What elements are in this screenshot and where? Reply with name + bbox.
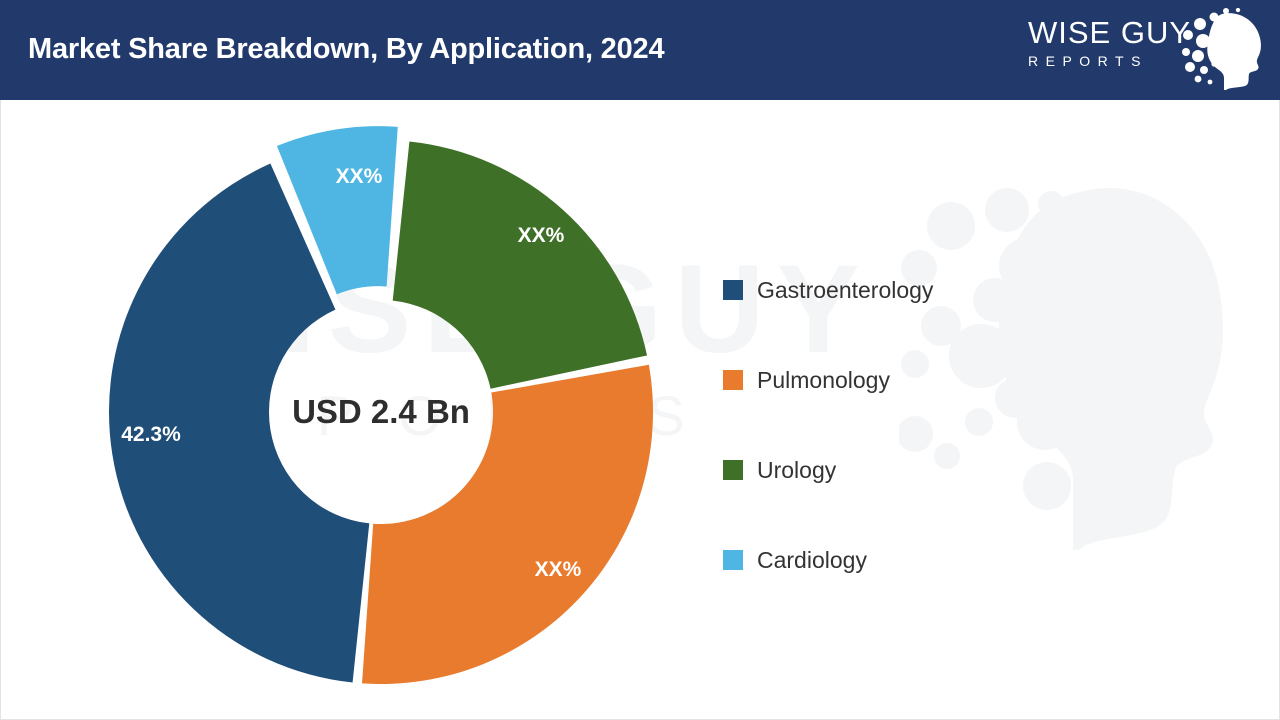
page-title: Market Share Breakdown, By Application, … [28,33,665,65]
head-profile-dots-icon [1182,8,1261,90]
logo-secondary-text: REPORTS [1028,53,1148,69]
legend-color-swatch [723,370,743,390]
legend-color-swatch [723,550,743,570]
chart-content-area: WISE GUY REPORTS [0,100,1280,720]
chart-legend: Gastroenterology Pulmonology Urology Cardio… [723,245,1053,605]
donut-center-value: USD 2.4 Bn [292,393,470,430]
donut-slice-cardiology[interactable] [276,126,398,295]
header-bar: Market Share Breakdown, By Application, … [0,0,1280,100]
donut-chart: 42.3% XX% XX% XX% USD 2.4 Bn [91,110,681,710]
donut-chart-svg [108,126,654,684]
legend-item-label: Urology [757,456,837,483]
legend-color-swatch [723,460,743,480]
legend-item-label: Gastroenterology [757,276,934,303]
legend-item-label: Cardiology [757,546,867,573]
legend-item[interactable]: Cardiology [723,515,1053,605]
slice-label-urology: XX% [517,224,565,247]
legend-item-label: Pulmonology [757,366,890,393]
legend-color-swatch [723,280,743,300]
slice-label-pulmonology: XX% [534,558,582,581]
brand-logo: WISE GUY REPORTS [1022,6,1272,94]
donut-slice-urology[interactable] [392,141,648,389]
legend-item[interactable]: Urology [723,425,1053,515]
donut-slice-group [108,126,654,684]
legend-item[interactable]: Gastroenterology [723,245,1053,335]
donut-slice-gastroenterology[interactable] [108,163,370,683]
slice-label-cardiology: XX% [335,165,383,188]
donut-slice-pulmonology[interactable] [362,364,654,684]
logo-wordmark: WISE GUY REPORTS [1028,16,1208,70]
slice-label-gastroenterology: 42.3% [121,423,181,446]
legend-item[interactable]: Pulmonology [723,335,1053,425]
logo-primary-text: WISE GUY [1028,15,1192,50]
